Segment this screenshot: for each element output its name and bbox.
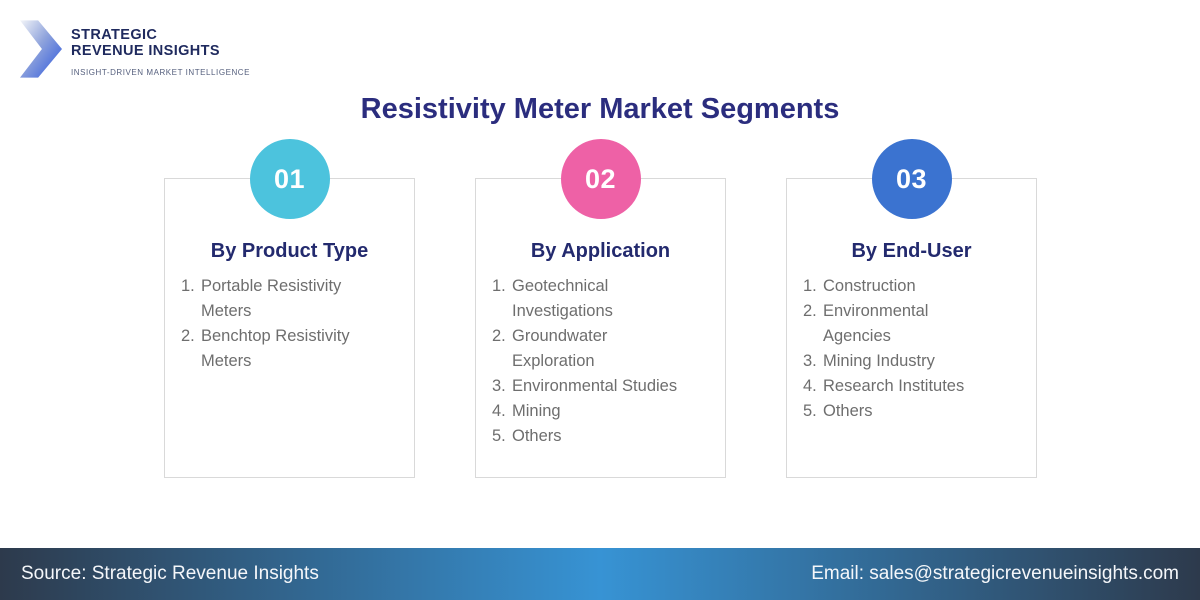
segment-number-badge: 01 xyxy=(249,139,330,219)
segment-number-badge: 03 xyxy=(871,139,952,219)
brand-tagline: INSIGHT-DRIVEN MARKET INTELLIGENCE xyxy=(71,68,251,77)
brand-name-line1: STRATEGIC xyxy=(71,27,158,43)
list-item-number: 2. xyxy=(803,302,817,320)
list-item-text: Others xyxy=(512,427,562,445)
list-item: 4. Mining xyxy=(492,399,715,424)
list-item: 4. Research Institutes xyxy=(803,374,1026,399)
segment-card-product-type: 01 By Product Type 1. Portable Resistivi… xyxy=(164,139,415,478)
list-item-text: Others xyxy=(823,402,873,420)
brand-name-line2: REVENUE INSIGHTS xyxy=(71,43,221,59)
list-item-text: Portable Resistivity Meters xyxy=(201,277,342,320)
segment-list: 1. Geotechnical Investigations 2. Ground… xyxy=(476,274,725,449)
list-item-text: Benchtop Resistivity Meters xyxy=(201,327,350,370)
list-item: 5. Others xyxy=(492,424,715,449)
list-item-text: Construction xyxy=(823,277,916,295)
brand-name: STRATEGIC REVENUE INSIGHTS INSIGHT-DRIVE… xyxy=(71,20,250,77)
list-item: 5. Others xyxy=(803,399,1026,424)
segment-list: 1. Portable Resistivity Meters 2. Bencht… xyxy=(165,274,414,374)
chevron-right-icon xyxy=(20,20,62,78)
list-item-number: 4. xyxy=(492,402,506,420)
segment-card-title: By Product Type xyxy=(210,240,369,262)
list-item-text: Research Institutes xyxy=(823,377,965,395)
list-item-number: 2. xyxy=(492,327,506,345)
list-item-number: 5. xyxy=(492,427,506,445)
list-item: 2. Groundwater Exploration xyxy=(492,324,715,374)
list-item-text: Mining Industry xyxy=(823,352,935,370)
list-item-number: 1. xyxy=(803,277,817,295)
segment-card-application: 02 By Application 1. Geotechnical Invest… xyxy=(475,139,726,478)
list-item: 3. Environmental Studies xyxy=(492,374,715,399)
footer-bar: Source: Strategic Revenue Insights Email… xyxy=(0,548,1200,600)
list-item-number: 3. xyxy=(803,352,817,370)
segment-number-badge: 02 xyxy=(560,139,641,219)
footer-email: Email: sales@strategicrevenueinsights.co… xyxy=(811,563,1179,584)
list-item: 2. Benchtop Resistivity Meters xyxy=(181,324,404,374)
list-item: 1. Geotechnical Investigations xyxy=(492,274,715,324)
list-item: 1. Portable Resistivity Meters xyxy=(181,274,404,324)
list-item-text: Environmental Agencies xyxy=(823,302,929,345)
page-title: Resistivity Meter Market Segments xyxy=(360,93,840,125)
list-item: 2. Environmental Agencies xyxy=(803,299,1026,349)
list-item-text: Geotechnical Investigations xyxy=(512,277,613,320)
segment-card-end-user: 03 By End-User 1. Construction 2. Enviro… xyxy=(786,139,1037,478)
segment-card-title: By Application xyxy=(530,240,671,262)
list-item: 3. Mining Industry xyxy=(803,349,1026,374)
segment-list: 1. Construction 2. Environmental Agencie… xyxy=(787,274,1036,424)
list-item-text: Mining xyxy=(512,402,561,420)
list-item-number: 2. xyxy=(181,327,195,345)
segment-card-title: By End-User xyxy=(851,240,972,262)
list-item-number: 1. xyxy=(181,277,195,295)
list-item-number: 5. xyxy=(803,402,817,420)
list-item-number: 1. xyxy=(492,277,506,295)
list-item-text: Environmental Studies xyxy=(512,377,678,395)
list-item-number: 3. xyxy=(492,377,506,395)
list-item-number: 4. xyxy=(803,377,817,395)
footer-source: Source: Strategic Revenue Insights xyxy=(21,563,319,584)
list-item: 1. Construction xyxy=(803,274,1026,299)
brand-logo: STRATEGIC REVENUE INSIGHTS INSIGHT-DRIVE… xyxy=(20,20,250,78)
list-item-text: Groundwater Exploration xyxy=(512,327,608,370)
